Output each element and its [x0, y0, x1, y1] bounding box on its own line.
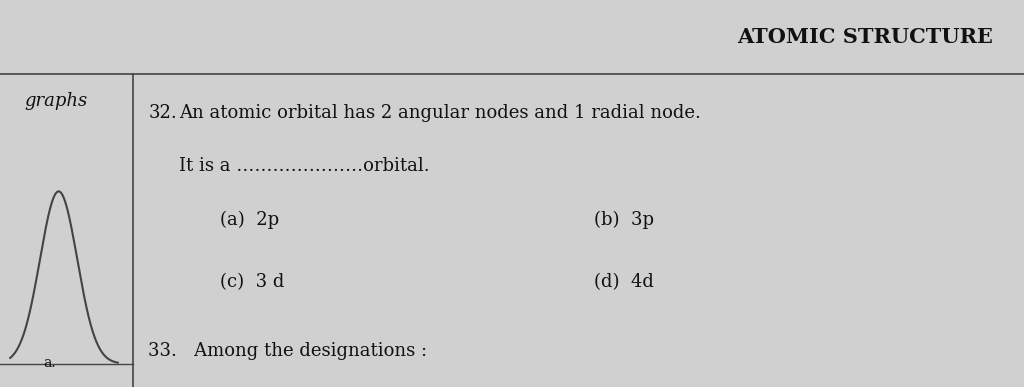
Text: It is a …………………orbital.: It is a …………………orbital.	[179, 157, 430, 175]
Text: (a)  2p: (a) 2p	[220, 211, 280, 229]
Text: a.: a.	[43, 356, 55, 370]
Text: graphs: graphs	[25, 92, 88, 110]
Text: (d)  4d: (d) 4d	[594, 273, 653, 291]
Text: ATOMIC STRUCTURE: ATOMIC STRUCTURE	[737, 27, 993, 47]
Text: An atomic orbital has 2 angular nodes and 1 radial node.: An atomic orbital has 2 angular nodes an…	[179, 104, 701, 123]
Text: (c)  3 d: (c) 3 d	[220, 273, 285, 291]
Text: 32.: 32.	[148, 104, 177, 123]
Text: (b)  3p: (b) 3p	[594, 211, 654, 229]
Text: 33.   Among the designations :: 33. Among the designations :	[148, 342, 428, 361]
